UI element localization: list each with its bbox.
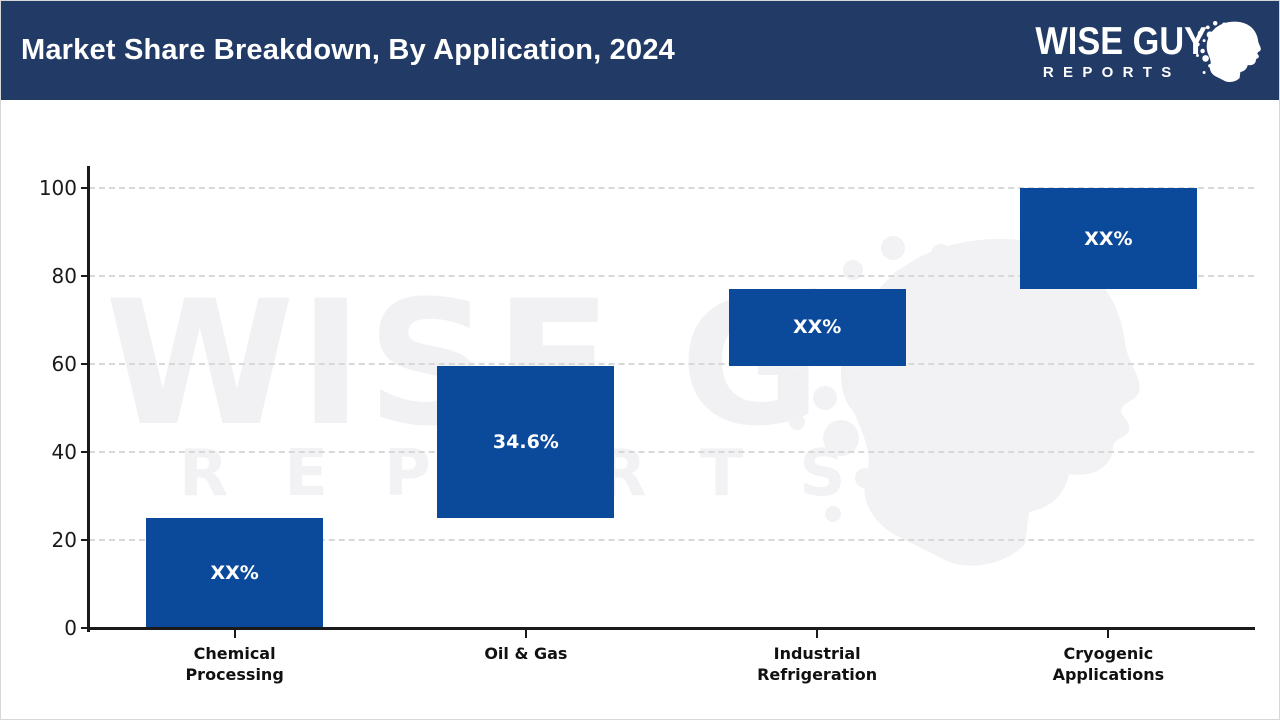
x-category-label: Cryogenic Applications [988,643,1228,685]
gridline-20 [89,539,1254,541]
bar-value-label: XX% [1084,227,1133,250]
y-tick-label: 40 [51,440,77,464]
bar-3: XX% [728,289,906,366]
gridline-60 [89,363,1254,365]
x-category-label-line: Industrial [773,644,861,663]
x-axis-line [87,627,1255,630]
y-tick-label: 80 [51,264,77,288]
bar-4: XX% [1019,188,1197,290]
page-title: Market Share Breakdown, By Application, … [21,34,675,66]
header: Market Share Breakdown, By Application, … [1,1,1279,100]
x-tick-mark [816,630,819,638]
bar-1: XX% [146,518,324,628]
y-tick-mark [81,539,89,541]
x-category-label-line: Cryogenic [1063,644,1154,663]
x-category-label: Chemical Processing [115,643,355,685]
y-tick-mark [81,187,89,189]
wiseguy-logo: WISE GUY REPORTS [1012,7,1267,95]
x-category-label-line: Chemical [193,644,276,663]
y-tick-mark [81,275,89,277]
y-tick-mark [81,451,89,453]
y-tick-label: 60 [51,352,77,376]
y-tick-label: 20 [51,528,77,552]
y-axis-line [87,166,90,632]
x-category-label-line: Oil & Gas [484,644,568,663]
bar-value-label: XX% [210,562,259,584]
gridline-40 [89,451,1254,453]
logo-wordmark: WISE GUY [1035,19,1207,63]
gridline-80 [89,275,1254,277]
bar-2: 34.6% [437,365,615,518]
x-category-label: Oil & Gas [406,643,646,664]
x-tick-mark [233,630,236,638]
bar-value-label: XX% [792,316,842,339]
y-tick-mark [81,627,89,629]
logo-text: WISE GUY REPORTS [1012,19,1207,81]
x-category-label-line: Refrigeration [757,665,878,684]
bar-chart: WISE GUY REPORTS XX%34.6%XX%XX% 02040608… [1,100,1279,719]
bar-value-label: 34.6% [492,430,559,453]
x-category-label-line: Applications [1052,665,1165,684]
x-category-label: Industrial Refrigeration [697,643,937,685]
x-category-label-line: Processing [185,665,284,684]
logo-subtext: REPORTS [1042,63,1181,81]
x-tick-mark [524,630,527,638]
y-tick-label: 100 [38,176,77,200]
x-tick-mark [1107,630,1110,638]
y-tick-mark [81,363,89,365]
gridline-100 [89,187,1254,189]
y-tick-label: 0 [64,616,77,640]
